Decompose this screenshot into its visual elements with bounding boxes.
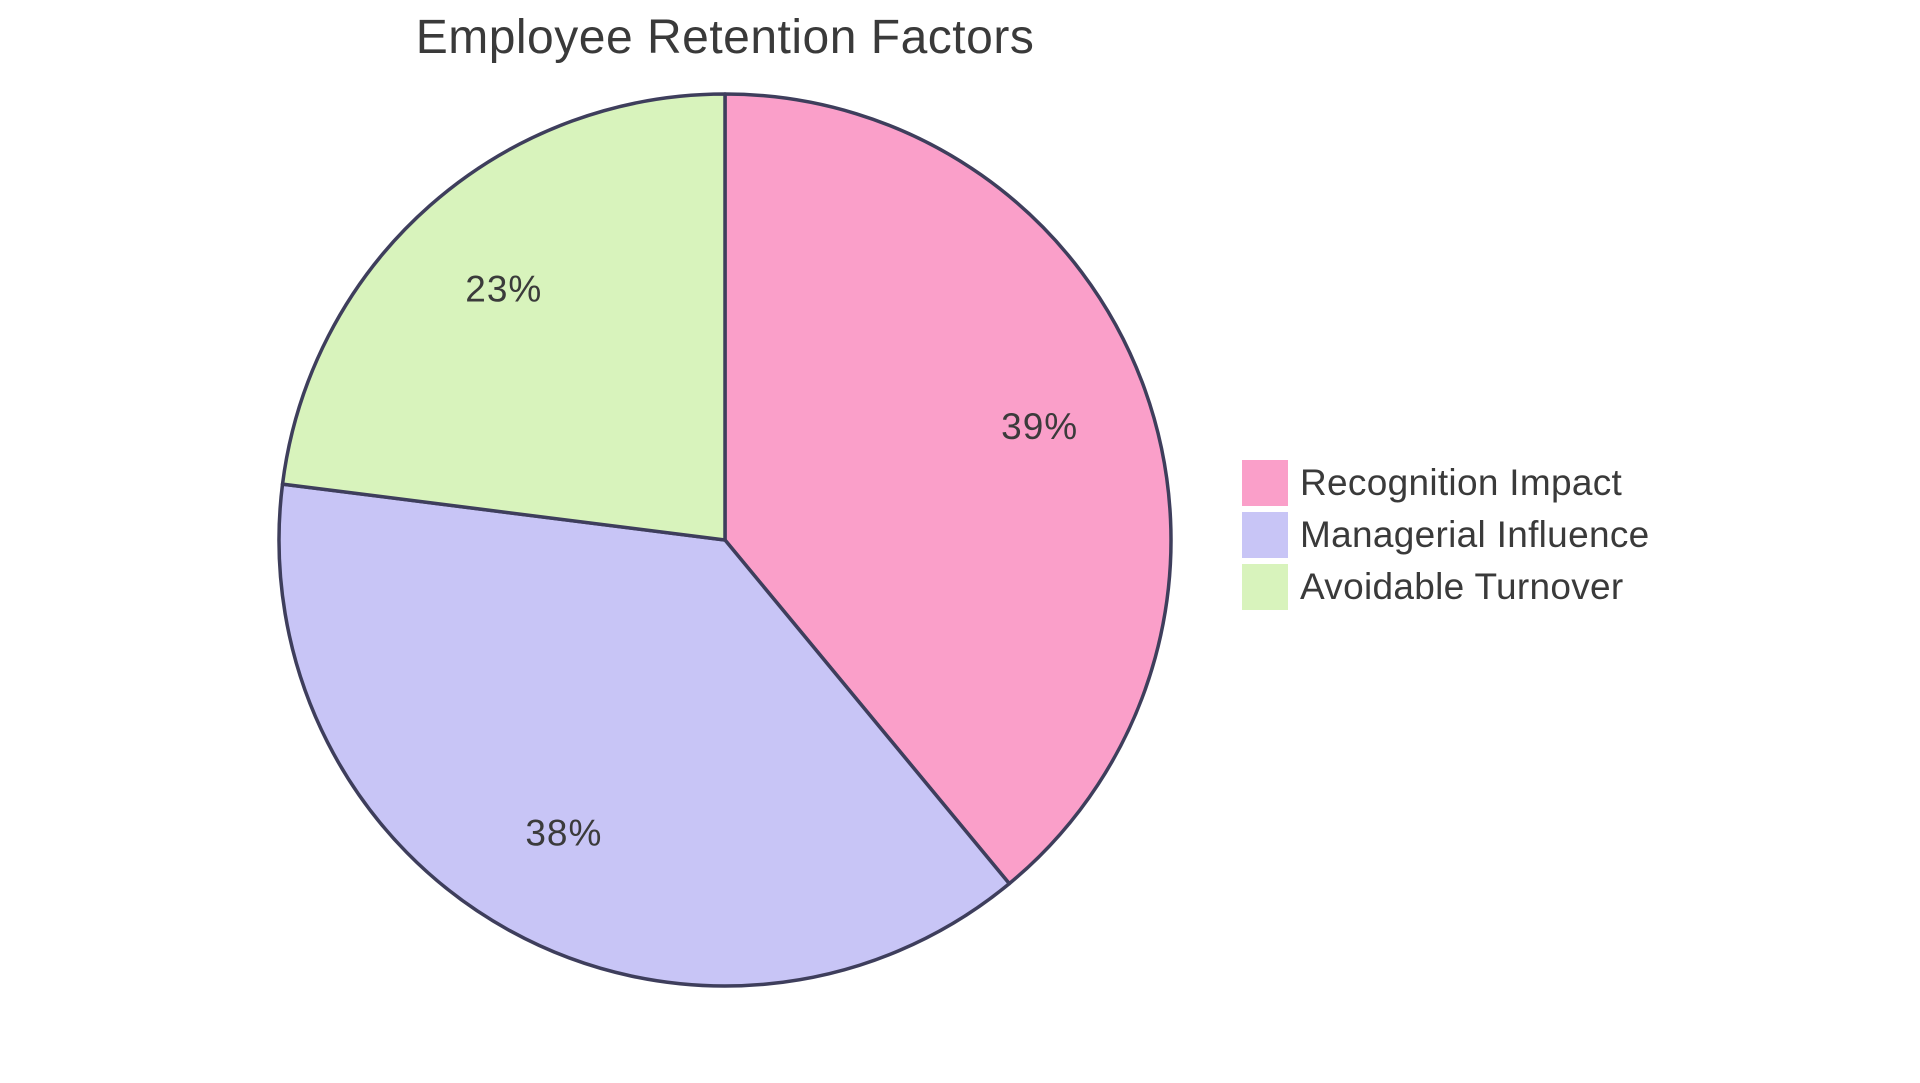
legend-label-managerial-influence: Managerial Influence [1300,514,1650,555]
pie-slice-avoidable-turnover[interactable] [280,92,727,542]
legend-swatch-recognition-impact-icon [1242,460,1288,506]
legend-item-managerial-influence[interactable]: Managerial Influence [1242,512,1650,558]
slice-percent-label-managerial-influence: 38% [525,813,602,854]
pie-slice-managerial-influence[interactable] [277,482,1012,988]
slice-percent-label-avoidable-turnover: 23% [465,269,542,310]
legend-label-avoidable-turnover: Avoidable Turnover [1300,566,1624,607]
chart-title: Employee Retention Factors [415,11,1035,64]
pie-slice-recognition-impact[interactable] [723,92,1173,886]
legend-swatch-avoidable-turnover-icon [1242,564,1288,610]
slice-percent-label-recognition-impact: 39% [1001,406,1078,447]
legend-swatch-managerial-influence-icon [1242,512,1288,558]
legend: Recognition Impact Managerial Influence … [1242,460,1650,610]
legend-item-avoidable-turnover[interactable]: Avoidable Turnover [1242,564,1650,610]
legend-item-recognition-impact[interactable]: Recognition Impact [1242,460,1650,506]
legend-label-recognition-impact: Recognition Impact [1300,462,1623,503]
